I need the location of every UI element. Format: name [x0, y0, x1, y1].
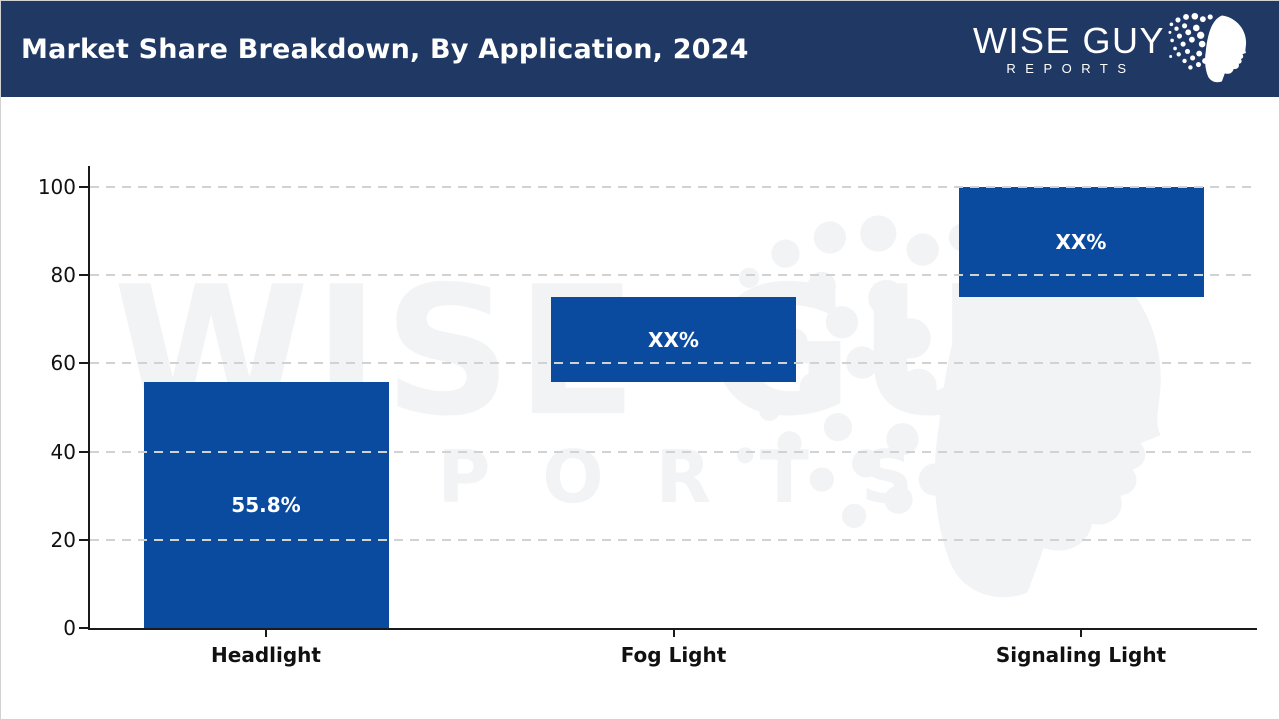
x-category-label: Signaling Light: [995, 643, 1167, 667]
y-axis-spine: [88, 166, 90, 630]
wiseguy-logo: WISE GUY REPORTS: [972, 12, 1253, 83]
y-tick-label: 20: [50, 527, 76, 552]
watermark-face-icon: [733, 215, 1161, 598]
y-tick-label: 60: [50, 351, 76, 376]
gridline: [90, 450, 1257, 453]
header-band: Market Share Breakdown, By Application, …: [1, 1, 1279, 97]
bar-value-label: XX%: [648, 327, 699, 352]
page-title: Market Share Breakdown, By Application, …: [21, 33, 749, 65]
y-tick-label: 0: [63, 616, 76, 640]
bar-segment: XX%: [551, 297, 796, 383]
bar-value-label: XX%: [1055, 230, 1107, 255]
logo-wise-guy-text: WISE GUY: [972, 20, 1165, 61]
y-axis-tick: [79, 186, 88, 189]
gridline: [90, 538, 1257, 541]
y-axis-tick: [79, 362, 88, 365]
y-tick-label: 80: [50, 263, 76, 288]
gridline: [90, 186, 1257, 189]
x-category-label: Fog Light: [620, 643, 727, 667]
y-axis-tick: [79, 450, 88, 453]
y-tick-label: 40: [50, 439, 76, 464]
y-axis-tick: [79, 538, 88, 541]
x-axis-tick: [672, 630, 675, 637]
x-axis-spine: [88, 628, 1257, 630]
y-tick-label: 100: [37, 175, 76, 200]
plot-area: 0 20 40 60 80 100 55.8% Headlight XX% Fog Light XX…: [38, 166, 1257, 667]
x-category-label: Headlight: [211, 643, 321, 667]
gridline: [90, 362, 1257, 365]
logo-face-icon: [1168, 12, 1247, 83]
bar-value-label: 55.8%: [231, 493, 301, 517]
x-axis-tick: [1080, 630, 1082, 637]
logo-reports-text: REPORTS: [1006, 61, 1136, 76]
y-axis-tick: [79, 274, 88, 277]
x-axis-tick: [265, 630, 267, 637]
bar-segment: XX%: [958, 187, 1204, 298]
y-axis-tick: [79, 627, 88, 629]
bar-segment: 55.8%: [143, 382, 389, 628]
gridline: [90, 274, 1257, 277]
